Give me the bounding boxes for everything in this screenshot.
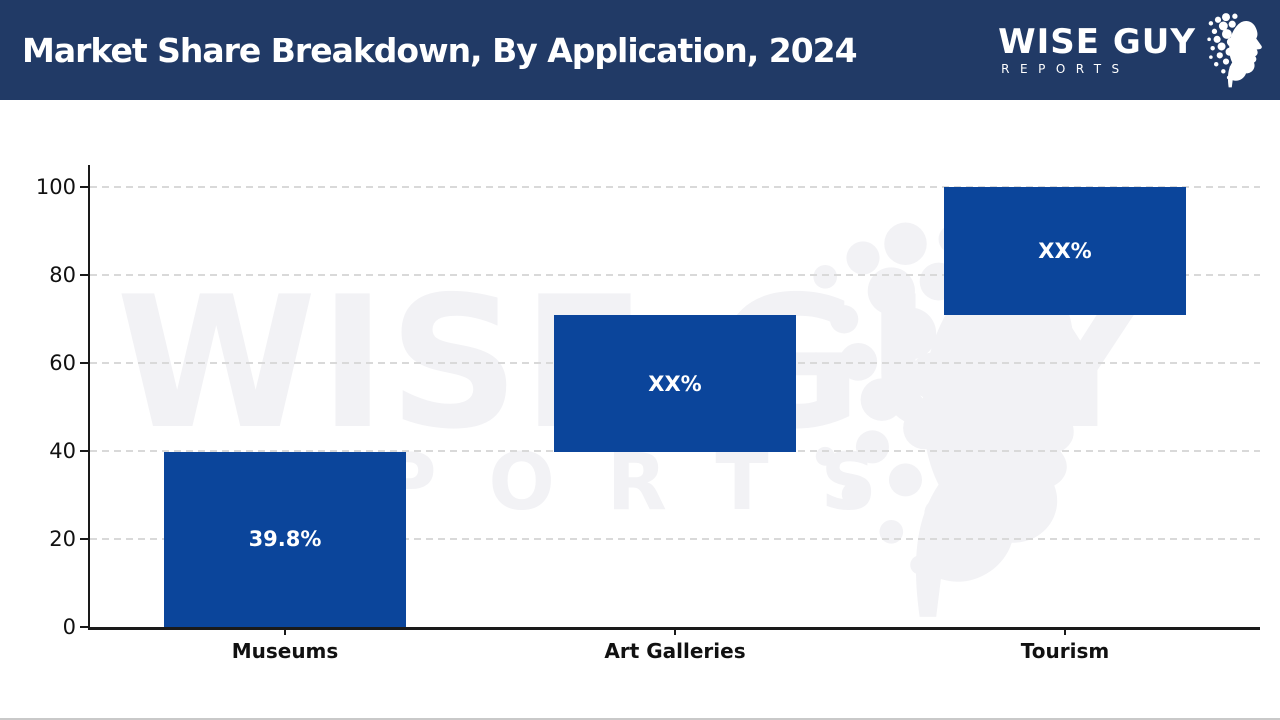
- header-bar: Market Share Breakdown, By Application, …: [0, 0, 1280, 100]
- plot-area: 39.8% XX% XX%: [90, 165, 1260, 627]
- logo-wordmark-line2: REPORTS: [1001, 61, 1130, 76]
- y-tick-label: 100: [35, 175, 76, 199]
- x-axis-label: Art Galleries: [604, 639, 746, 663]
- x-tick-mark: [1064, 627, 1066, 635]
- wise-guy-logo: WISE GUY REPORTS: [998, 12, 1266, 88]
- x-tick-mark: [284, 627, 286, 635]
- y-axis-spine: [88, 165, 90, 629]
- y-tick-mark: [80, 186, 89, 188]
- bar: XX%: [944, 187, 1186, 316]
- y-tick-mark: [80, 362, 89, 364]
- chart-title: Market Share Breakdown, By Application, …: [22, 30, 858, 70]
- gridline: [90, 274, 1260, 276]
- bar-value-label: XX%: [1038, 239, 1092, 264]
- y-tick-mark: [80, 626, 89, 628]
- gridline: [90, 538, 1260, 540]
- y-tick-mark: [80, 450, 89, 452]
- logo-face-icon: [1207, 13, 1262, 88]
- y-tick-label: 0: [62, 615, 76, 639]
- bar-value-label: XX%: [648, 371, 702, 396]
- y-tick-label: 60: [49, 351, 76, 375]
- logo-wordmark: WISE GUY REPORTS: [998, 25, 1196, 76]
- y-tick-mark: [80, 274, 89, 276]
- y-tick-label: 80: [49, 263, 76, 287]
- x-axis-label: Museums: [231, 639, 339, 663]
- y-tick-mark: [80, 538, 89, 540]
- bar: 39.8%: [164, 451, 406, 627]
- gridline: [90, 186, 1260, 188]
- y-tick-label: 40: [49, 439, 76, 463]
- y-tick-label: 20: [49, 527, 76, 551]
- x-tick-mark: [674, 627, 676, 635]
- logo-wordmark-line1: WISE GUY: [998, 21, 1196, 62]
- x-axis-label: Tourism: [1020, 639, 1110, 663]
- bar: XX%: [554, 315, 796, 452]
- bar-value-label: 39.8%: [248, 527, 322, 552]
